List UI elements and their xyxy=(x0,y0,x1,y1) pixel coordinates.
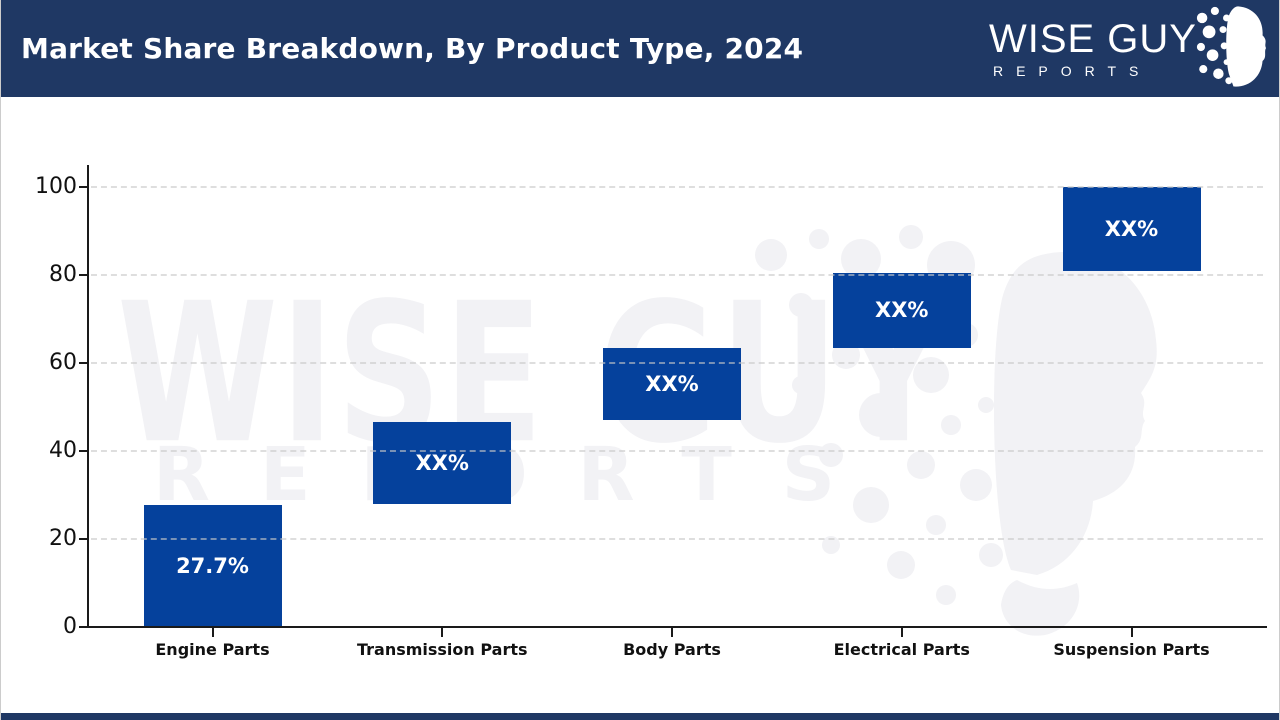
gridline-20 xyxy=(91,538,1263,540)
bar-body-parts xyxy=(603,347,741,421)
bar-label-engine-parts: 27.7% xyxy=(176,554,249,579)
gridline-40 xyxy=(91,450,1263,452)
brand-logo-text: WISE GUY REPORTS xyxy=(989,19,1197,79)
y-tick-mark-80 xyxy=(79,274,88,276)
bar-label-body-parts: XX% xyxy=(645,371,699,396)
x-tick-mark-engine-parts xyxy=(211,628,214,637)
bar-label-electrical-parts: XX% xyxy=(875,298,929,323)
y-tick-mark-40 xyxy=(79,450,88,452)
x-tick-mark-electrical-parts xyxy=(900,628,903,637)
footer-bar xyxy=(1,713,1279,720)
x-category-label-electrical-parts: Electrical Parts xyxy=(833,640,970,659)
x-category-label-engine-parts: Engine Parts xyxy=(155,640,270,659)
brand-subtitle: REPORTS xyxy=(992,62,1152,79)
y-tick-mark-0 xyxy=(79,626,88,628)
bar-label-suspension-parts: XX% xyxy=(1104,216,1159,241)
y-tick-label-0: 0 xyxy=(63,614,77,639)
y-tick-label-100: 100 xyxy=(35,174,77,199)
x-tick-mark-transmission-parts xyxy=(441,628,444,637)
bar-electrical-parts xyxy=(832,272,971,348)
x-category-label-suspension-parts: Suspension Parts xyxy=(1053,640,1210,659)
y-tick-label-20: 20 xyxy=(49,526,77,551)
bar-suspension-parts xyxy=(1062,187,1201,271)
x-tick-mark-suspension-parts xyxy=(1130,628,1133,637)
y-axis-line xyxy=(87,165,89,627)
x-category-label-transmission-parts: Transmission Parts xyxy=(356,640,528,659)
y-tick-label-60: 60 xyxy=(49,350,77,375)
gridline-60 xyxy=(91,362,1263,364)
x-category-label-body-parts: Body Parts xyxy=(623,640,721,659)
x-axis-line xyxy=(87,626,1267,628)
y-tick-mark-20 xyxy=(79,538,88,540)
gridline-80 xyxy=(91,274,1263,276)
y-tick-mark-60 xyxy=(79,362,88,364)
x-tick-mark-body-parts xyxy=(671,628,673,637)
brand-head-icon xyxy=(1193,4,1267,94)
watermark-head-icon xyxy=(741,225,1221,669)
header: Market Share Breakdown, By Product Type,… xyxy=(1,0,1279,97)
bar-label-transmission-parts: XX% xyxy=(415,451,469,476)
y-tick-label-40: 40 xyxy=(49,438,77,463)
bar-transmission-parts xyxy=(373,422,512,504)
brand-logo: WISE GUY REPORTS xyxy=(989,4,1279,94)
bar-engine-parts xyxy=(143,505,282,627)
y-tick-mark-100 xyxy=(79,186,88,188)
chart-title: Market Share Breakdown, By Product Type,… xyxy=(21,32,804,65)
gridline-100 xyxy=(91,186,1263,188)
brand-name: WISE GUY xyxy=(988,16,1197,61)
y-tick-label-80: 80 xyxy=(49,262,77,287)
